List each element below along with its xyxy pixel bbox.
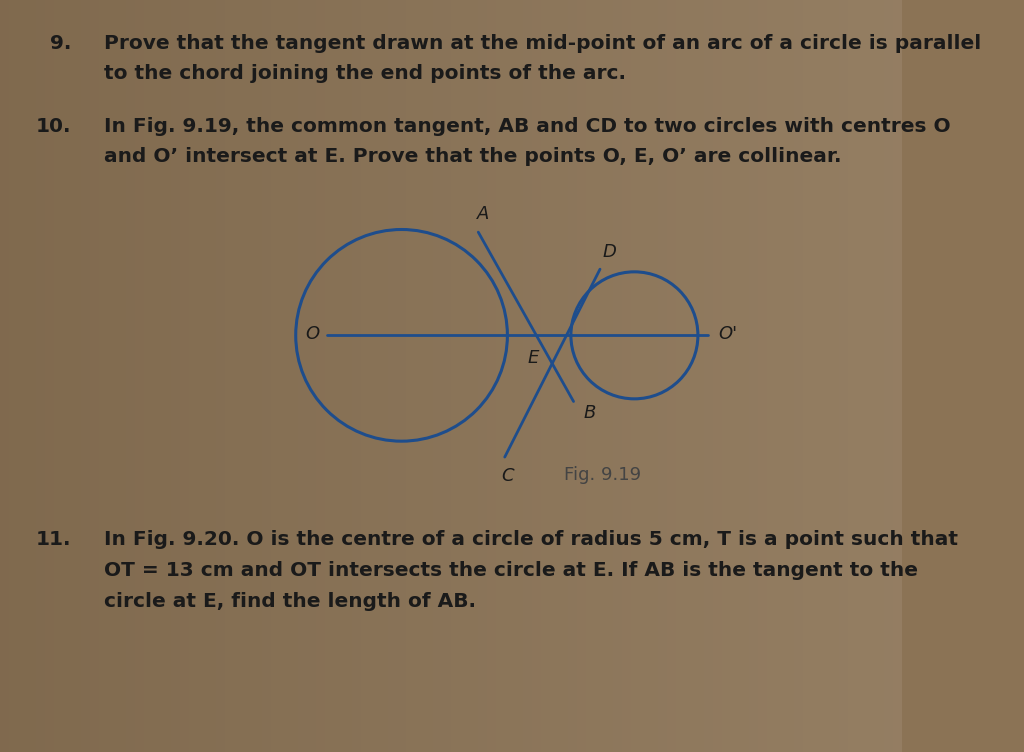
Text: OT = 13 cm and OT intersects the circle at E. If AB is the tangent to the: OT = 13 cm and OT intersects the circle … <box>103 561 918 580</box>
Text: Fig. 9.19: Fig. 9.19 <box>564 465 641 484</box>
Text: 11.: 11. <box>36 530 72 549</box>
Text: and O’ intersect at E. Prove that the points O, E, O’ are collinear.: and O’ intersect at E. Prove that the po… <box>103 147 841 165</box>
Text: D: D <box>603 243 616 261</box>
Text: O': O' <box>718 325 737 343</box>
Text: circle at E, find the length of AB.: circle at E, find the length of AB. <box>103 592 475 611</box>
Text: 10.: 10. <box>36 117 72 135</box>
Text: Prove that the tangent drawn at the mid-point of an arc of a circle is parallel: Prove that the tangent drawn at the mid-… <box>103 34 981 53</box>
Text: In Fig. 9.20. O is the centre of a circle of radius 5 cm, T is a point such that: In Fig. 9.20. O is the centre of a circl… <box>103 530 957 549</box>
Text: A: A <box>477 205 489 223</box>
Text: to the chord joining the end points of the arc.: to the chord joining the end points of t… <box>103 64 626 83</box>
Text: 9.: 9. <box>49 34 71 53</box>
Text: In Fig. 9.19, the common tangent, AB and CD to two circles with centres O: In Fig. 9.19, the common tangent, AB and… <box>103 117 950 135</box>
Text: C: C <box>501 466 514 484</box>
Text: B: B <box>583 404 595 422</box>
Text: O: O <box>305 325 319 343</box>
Text: E: E <box>527 349 539 366</box>
